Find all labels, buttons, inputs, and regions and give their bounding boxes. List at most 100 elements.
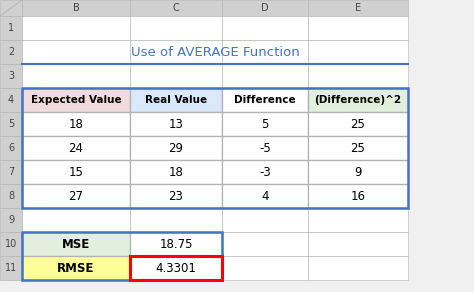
Text: 10: 10 [5,239,17,249]
Bar [22,184,130,208]
Text: MSE: MSE [62,237,90,251]
Bar [308,88,408,112]
Text: 23: 23 [169,190,183,202]
Bar [308,112,408,136]
Bar [222,16,308,40]
Bar [130,232,222,256]
Bar [0,88,22,112]
Bar [130,88,222,112]
Bar [222,232,308,256]
Bar [130,88,222,112]
Bar [0,112,22,136]
Bar [308,136,408,160]
Text: 11: 11 [5,263,17,273]
Bar [0,40,22,64]
Bar [222,64,308,88]
Text: 25: 25 [351,117,365,131]
Bar [130,40,222,64]
Bar [0,136,22,160]
Text: Use of AVERAGE Function: Use of AVERAGE Function [131,46,300,58]
Bar [130,160,222,184]
Bar [222,40,308,64]
Text: 5: 5 [261,117,269,131]
Bar [22,112,130,136]
Bar [130,256,222,280]
Bar [222,88,308,112]
Bar [22,40,130,64]
Text: 7: 7 [8,167,14,177]
Text: Real Value: Real Value [145,95,207,105]
Bar [22,160,130,184]
Bar [308,208,408,232]
Bar [308,184,408,208]
Text: 18: 18 [169,166,183,178]
Text: C: C [173,3,179,13]
Bar [308,232,408,256]
Bar [308,256,408,280]
Text: 25: 25 [351,142,365,154]
Bar [130,160,222,184]
Text: 4.3301: 4.3301 [155,262,196,274]
Text: Difference: Difference [234,95,296,105]
Bar [0,64,22,88]
Bar [22,184,130,208]
Text: 5: 5 [8,119,14,129]
Bar [130,16,222,40]
Text: 16: 16 [350,190,365,202]
Bar [222,160,308,184]
Bar [308,184,408,208]
Bar [222,184,308,208]
Text: 3: 3 [8,71,14,81]
Bar [308,16,408,40]
Text: D: D [261,3,269,13]
Bar [0,232,22,256]
Text: 6: 6 [8,143,14,153]
Bar [130,184,222,208]
Bar [130,208,222,232]
Bar [222,112,308,136]
Bar [222,208,308,232]
Text: 13: 13 [169,117,183,131]
Bar [130,184,222,208]
Bar [22,88,408,208]
Text: E: E [355,3,361,13]
Bar [130,232,222,256]
Bar [308,40,408,64]
Text: -5: -5 [259,142,271,154]
Bar [22,136,130,160]
Bar [0,208,22,232]
Bar [0,0,22,16]
Text: 18.75: 18.75 [159,237,193,251]
Bar [22,160,130,184]
Bar [130,256,222,280]
Bar [308,136,408,160]
Bar [308,0,408,16]
Bar [222,136,308,160]
Bar [22,0,130,16]
Bar [22,256,130,280]
Bar [222,88,308,112]
Bar [22,232,130,256]
Text: 2: 2 [8,47,14,57]
Bar [0,160,22,184]
Text: 1: 1 [8,23,14,33]
Bar [0,16,22,40]
Text: 15: 15 [69,166,83,178]
Bar [22,88,130,112]
Bar [22,232,222,280]
Bar [22,256,130,280]
Text: 29: 29 [168,142,183,154]
Text: 8: 8 [8,191,14,201]
Text: -3: -3 [259,166,271,178]
Text: (Difference)^2: (Difference)^2 [314,95,401,105]
Bar [222,160,308,184]
Bar [130,0,222,16]
Text: 9: 9 [8,215,14,225]
Bar [0,256,22,280]
Text: 18: 18 [69,117,83,131]
Bar [130,112,222,136]
Bar [22,64,130,88]
Text: 9: 9 [354,166,362,178]
Bar [130,136,222,160]
Text: 4: 4 [8,95,14,105]
